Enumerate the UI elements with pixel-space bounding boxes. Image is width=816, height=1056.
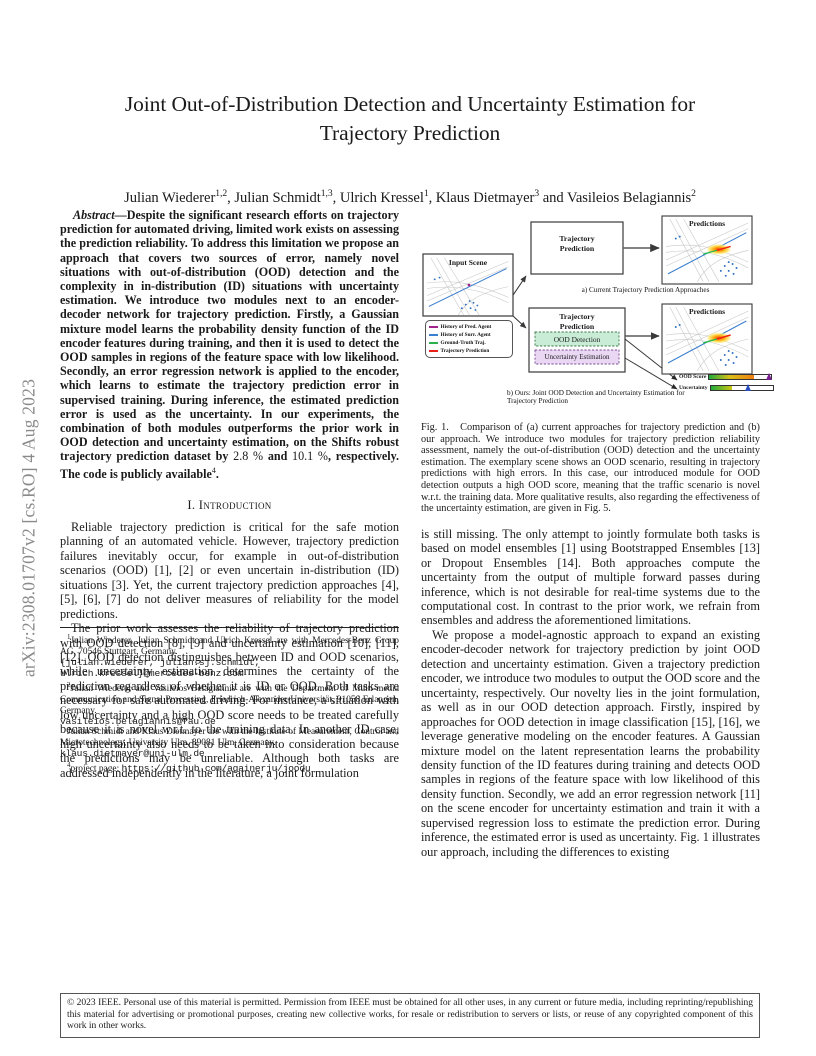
- footnote-3-text: Julian Schmidt and Klaus Dietmayer are w…: [60, 727, 399, 749]
- legend-label: Ground-Truth Traj.: [440, 340, 486, 346]
- abstract-body-4: .: [215, 466, 219, 481]
- abstract-footnote-mark: 4: [211, 465, 216, 475]
- legend-swatch-history-pred-agent: [429, 326, 438, 328]
- arxiv-stamp-text: arXiv:2308.01707v2 [cs.RO] 4 Aug 2023: [18, 378, 39, 678]
- legend-swatch-ground-truth: [429, 342, 438, 344]
- footnote-4: 4project page: https://github.com/againe…: [60, 760, 399, 775]
- abstract-metric-ood: 2.8 %: [233, 449, 264, 464]
- footnote-1-email-line-2: ulrich.kressel}@mercedes-benz.com: [60, 667, 244, 679]
- predictions-panel-a-title: Predictions: [688, 219, 726, 228]
- figure-subcaption-b: b) Ours: Joint OOD Detection and Uncerta…: [507, 389, 685, 405]
- author-list: Julian Wiederer1,2, Julian Schmidt1,3, U…: [124, 188, 696, 206]
- figure-1: Predictions Predictions Input Scene Traj…: [421, 208, 774, 413]
- uncertainty-fill: [710, 386, 732, 390]
- footnote-2-email-line-1: vasileios.belagiannis@fau.de: [60, 715, 216, 727]
- author-affil-mark: 1,3: [320, 188, 333, 199]
- legend-swatch-trajectory-prediction: [429, 350, 438, 352]
- abstract-body-1: Despite the significant research efforts…: [60, 208, 399, 464]
- legend-item: Ground-Truth Traj.: [429, 339, 509, 347]
- abstract-body-3: , respectively. The code is publicly ava…: [60, 449, 400, 481]
- author-affil-mark: 1,2: [215, 188, 228, 199]
- footnote-2-mark: 2: [67, 680, 71, 689]
- left-column: Abstract—Despite the significant researc…: [60, 208, 399, 859]
- author-name: Ulrich Kressel: [339, 189, 424, 206]
- figure-subcaption-a: a) Current Trajectory Prediction Approac…: [581, 286, 710, 294]
- footnotes: 1Julian Wiederer, Julian Schmidt and Ulr…: [60, 626, 399, 775]
- copyright-notice: © 2023 IEEE. Personal use of this materi…: [60, 993, 760, 1038]
- right-column: Predictions Predictions Input Scene Traj…: [421, 208, 774, 859]
- intro-paragraph-1: Reliable trajectory prediction is critic…: [60, 519, 399, 621]
- predictions-panel-b-title: Predictions: [688, 307, 726, 316]
- figure-legend: History of Pred. Agent History of Surr. …: [425, 320, 513, 358]
- project-page-link[interactable]: https://github.com/againerju/joodu: [121, 763, 311, 775]
- footnote-1-email-line-1: {julian.wiederer, julian.sj.schmidt,: [60, 656, 261, 668]
- ood-score-bar: OOD Score: [679, 373, 773, 380]
- abstract-heading: Abstract—: [73, 208, 127, 222]
- ood-score-label: OOD Score: [679, 374, 707, 380]
- figure-1-caption-text: Comparison of (a) current approaches for…: [421, 422, 760, 515]
- footnote-2-text: Julian Wiederer and Vasileios Belagianni…: [60, 683, 399, 716]
- title-block: Joint Out-of-Distribution Detection and …: [60, 0, 760, 207]
- input-scene-title: Input Scene: [448, 258, 488, 267]
- author-name: Vasileios Belagiannis: [566, 189, 692, 206]
- footnote-1: 1Julian Wiederer, Julian Schmidt and Ulr…: [60, 632, 399, 680]
- author-affil-mark: 2: [691, 188, 696, 199]
- author-affil-mark: 3: [534, 188, 540, 199]
- legend-item: History of Surr. Agent: [429, 331, 509, 339]
- footnote-2: 2Julian Wiederer and Vasileios Belagiann…: [60, 680, 399, 728]
- footnote-4-mark: 4: [67, 761, 71, 770]
- trajectory-prediction-box-b-label: Trajectory Prediction: [559, 312, 595, 331]
- right-paragraph-2: We propose a model-agnostic approach to …: [421, 627, 760, 859]
- author-name: Julian Wiederer: [124, 189, 216, 206]
- uncertainty-label: Uncertainty: [679, 385, 708, 391]
- abstract-body-2: and: [263, 449, 293, 464]
- figure-1-label: Fig. 1.: [421, 422, 449, 433]
- legend-label: History of Pred. Agent: [440, 324, 492, 330]
- figure-1-diagram: [422, 215, 753, 390]
- legend-label: Trajectory Prediction: [440, 348, 490, 354]
- page-title: Joint Out-of-Distribution Detection and …: [124, 92, 696, 145]
- ood-score-fill: [709, 375, 755, 379]
- right-paragraph-1: is still missing. The only attempt to jo…: [421, 526, 760, 628]
- ood-score-track: [708, 373, 773, 380]
- intro-paragraph-2: The prior work assesses the reliability …: [60, 621, 399, 780]
- abstract: Abstract—Despite the significant researc…: [60, 208, 399, 481]
- uncertainty-bar: Uncertainty: [679, 384, 774, 391]
- author-conjunction: and: [542, 189, 564, 206]
- legend-label: History of Surr. Agent: [440, 332, 491, 338]
- ood-score-marker: [765, 373, 772, 380]
- legend-swatch-history-surr-agent: [429, 334, 438, 336]
- author-name: Julian Schmidt: [234, 189, 321, 206]
- paper-page: Joint Out-of-Distribution Detection and …: [60, 0, 774, 1056]
- footnote-1-text: Julian Wiederer, Julian Schmidt and Ulri…: [60, 636, 399, 657]
- legend-item: Trajectory Prediction: [429, 347, 509, 355]
- uncertainty-estimation-module-label[interactable]: Uncertainty Estimation: [544, 352, 610, 361]
- arxiv-stamp: arXiv:2308.01707v2 [cs.RO] 4 Aug 2023: [0, 0, 58, 1056]
- legend-item: History of Pred. Agent: [429, 323, 509, 331]
- footnote-4-label: project page:: [70, 764, 122, 775]
- footnote-1-mark: 1: [67, 632, 71, 641]
- footnote-3-email-line-1: klaus.dietmayer@uni-ulm.de: [60, 748, 205, 760]
- two-column-body: Abstract—Despite the significant researc…: [60, 208, 774, 859]
- section-heading-introduction: I. Introduction: [187, 497, 272, 512]
- uncertainty-track: [709, 384, 774, 391]
- trajectory-prediction-box-a-label: Trajectory Prediction: [559, 234, 595, 253]
- author-name: Klaus Dietmayer: [435, 189, 535, 206]
- figure-1-caption: Fig. 1. Comparison of (a) current approa…: [421, 422, 760, 515]
- footnote-3: Julian Schmidt and Klaus Dietmayer are w…: [60, 727, 399, 760]
- ood-detection-module-label[interactable]: OOD Detection: [553, 334, 601, 344]
- author-affil-mark: 1: [423, 188, 429, 199]
- abstract-metric-uncertainty: 10.1 %: [292, 449, 329, 464]
- uncertainty-marker: [744, 384, 751, 391]
